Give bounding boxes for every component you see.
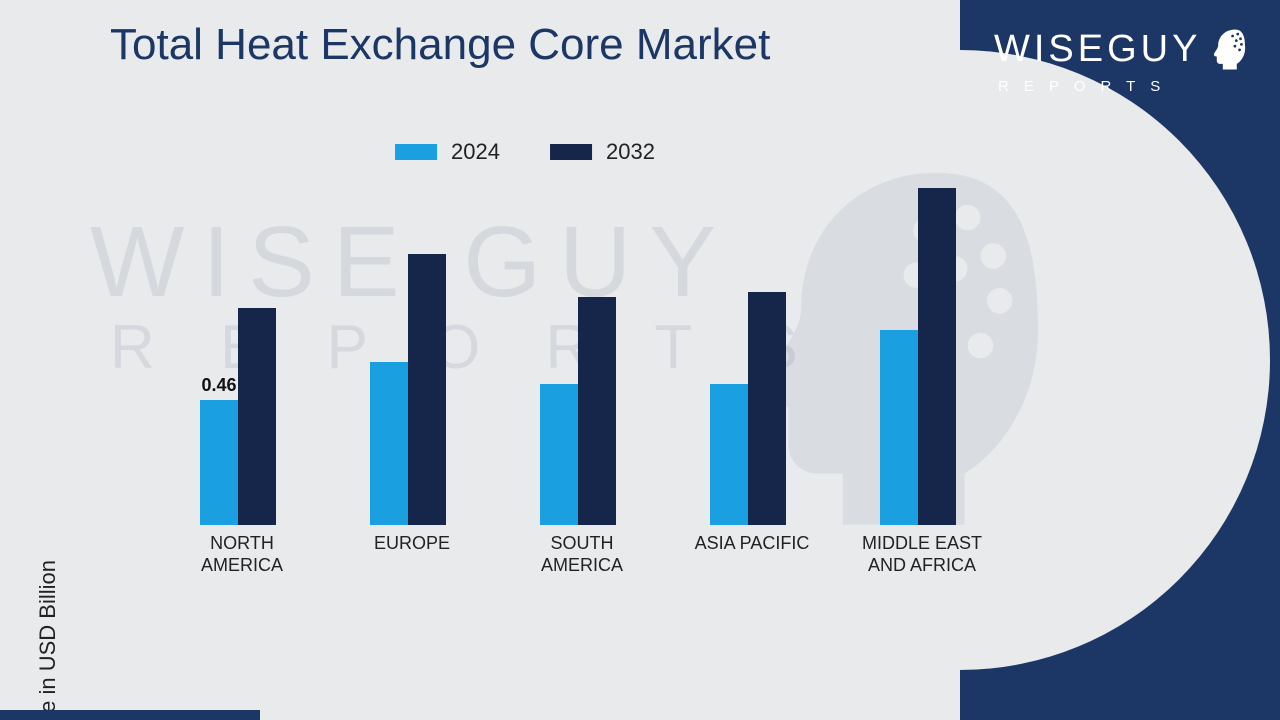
category-label: NORTH AMERICA [172,533,312,576]
bar-group: 0.46NORTH AMERICA [182,145,302,525]
bar [880,330,918,525]
chart-area: 2024 2032 0.46NORTH AMERICAEUROPESOUTH A… [90,145,960,605]
bar [408,254,446,525]
bar-group: MIDDLE EAST AND AFRICA [862,145,982,525]
bar [200,400,238,525]
footer-accent-bar [0,710,260,720]
bar [748,292,786,525]
bar-group: EUROPE [352,145,472,525]
brainhead-icon [1207,22,1254,76]
bar [238,308,276,525]
brand-sub: REPORTS [994,78,1254,95]
bar [710,384,748,525]
category-label: EUROPE [342,533,482,555]
bar [578,297,616,525]
plot-region: 0.46NORTH AMERICA EUROPE SOUTH AMERICA ASIA… [152,145,960,565]
category-label: ASIA PACIFIC [682,533,822,555]
brand-name: WISEGUY [994,30,1201,68]
bar [918,188,956,525]
bar-group: ASIA PACIFIC [692,145,812,525]
category-label: MIDDLE EAST AND AFRICA [852,533,992,576]
bar-value-label: 0.46 [201,375,236,396]
y-axis-label: Market Size in USD Billion [35,560,61,720]
chart-title: Total Heat Exchange Core Market [110,20,770,70]
category-label: SOUTH AMERICA [512,533,652,576]
stage: WISEGUY REPORTS [0,0,1280,720]
bar [370,362,408,525]
brand-logo: WISEGUY REPORTS [994,22,1254,95]
bar-group: SOUTH AMERICA [522,145,642,525]
bar [540,384,578,525]
